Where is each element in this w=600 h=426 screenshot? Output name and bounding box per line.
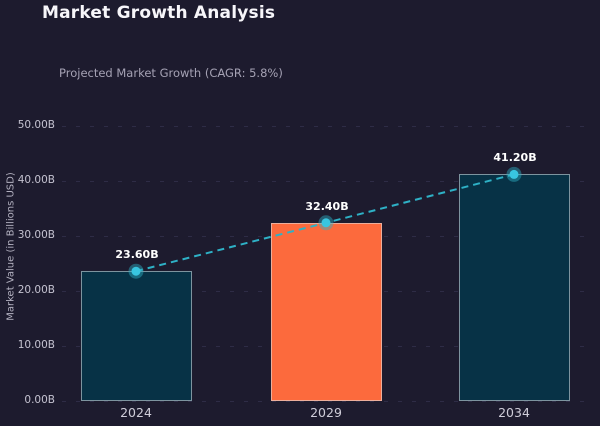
- value-label-2029: 32.40B: [305, 199, 349, 213]
- y-axis-title: Market Value (in Billions USD): [5, 172, 17, 321]
- value-label-2034: 41.20B: [493, 151, 537, 165]
- chart-subtitle: Projected Market Growth (CAGR: 5.8%): [59, 66, 283, 80]
- gridline-50: [62, 126, 588, 127]
- x-tick-label-2024: 2024: [120, 405, 152, 420]
- bar-2024: [80, 271, 192, 401]
- value-label-2024: 23.60B: [115, 248, 159, 262]
- y-tick-label: 40.00B: [17, 174, 55, 186]
- gridline-0: [62, 401, 588, 402]
- chart-title: Market Growth Analysis: [42, 3, 276, 23]
- x-tick-label-2034: 2034: [498, 405, 530, 420]
- x-tick-label-2029: 2029: [310, 405, 342, 420]
- y-tick-label: 30.00B: [17, 229, 55, 241]
- bar-2034: [458, 174, 570, 401]
- bar-2029: [270, 222, 382, 401]
- y-tick-label: 50.00B: [17, 119, 55, 131]
- y-tick-label: 20.00B: [17, 284, 55, 296]
- y-tick-label: 10.00B: [17, 339, 55, 351]
- y-tick-label: 0.00B: [24, 394, 55, 406]
